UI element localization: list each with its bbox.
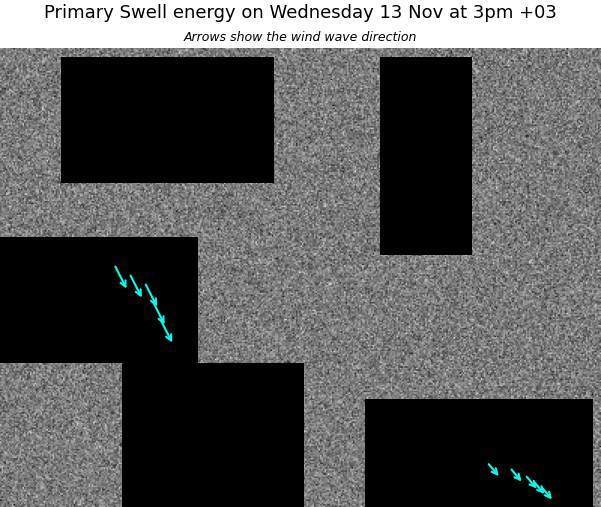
Text: Arrows show the wind wave direction: Arrows show the wind wave direction bbox=[184, 31, 417, 44]
Bar bbox=[61, 57, 274, 183]
Bar bbox=[365, 399, 593, 507]
Bar bbox=[380, 57, 472, 255]
Text: Primary Swell energy on Wednesday 13 Nov at 3pm +03: Primary Swell energy on Wednesday 13 Nov… bbox=[44, 5, 557, 22]
Bar bbox=[122, 363, 304, 507]
Bar bbox=[0, 237, 198, 363]
